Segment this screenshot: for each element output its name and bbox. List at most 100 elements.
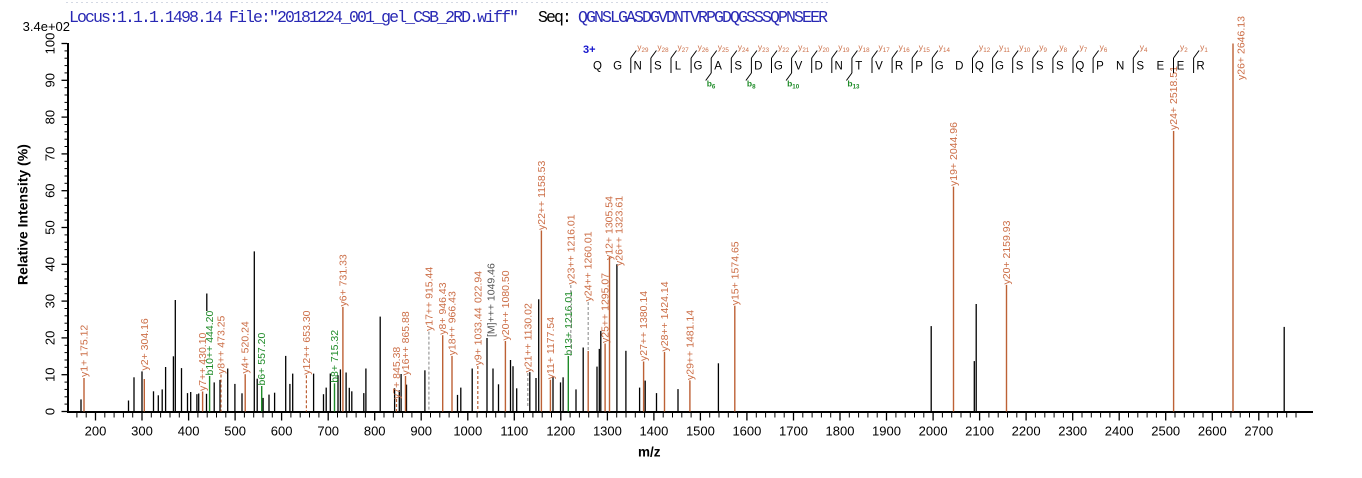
svg-text:y25: y25 — [718, 42, 730, 54]
svg-text:D: D — [955, 61, 963, 73]
svg-text:b10++ 444.20: b10++ 444.20 — [204, 311, 216, 376]
svg-text:3.4e+02: 3.4e+02 — [23, 19, 70, 34]
svg-text:y15: y15 — [919, 42, 931, 54]
svg-text:T: T — [855, 61, 862, 73]
svg-text:S: S — [1056, 61, 1064, 73]
svg-text:y11: y11 — [999, 42, 1010, 54]
svg-text:y8+ 946.43: y8+ 946.43 — [437, 282, 449, 334]
svg-text:2100: 2100 — [965, 424, 994, 439]
svg-text:y11+ 1177.54: y11+ 1177.54 — [545, 317, 557, 380]
svg-text:0: 0 — [43, 408, 58, 415]
svg-text:V: V — [795, 61, 803, 73]
svg-text:y23: y23 — [758, 42, 770, 54]
svg-text:300: 300 — [131, 424, 153, 439]
svg-text:y23++ 1216.01: y23++ 1216.01 — [565, 214, 577, 284]
svg-text:y16++ 865.88: y16++ 865.88 — [400, 311, 412, 375]
svg-text:N: N — [1116, 61, 1124, 73]
svg-text:y10: y10 — [1019, 42, 1031, 54]
svg-text:G: G — [613, 61, 622, 73]
svg-text:y22: y22 — [778, 42, 790, 54]
svg-text:700: 700 — [317, 424, 339, 439]
svg-text:y9: y9 — [1039, 42, 1047, 54]
svg-text:1000: 1000 — [453, 424, 482, 439]
svg-text:R: R — [895, 61, 903, 73]
svg-text:y17: y17 — [879, 42, 891, 54]
svg-text:A: A — [714, 61, 722, 73]
svg-text:y26+ 2646.13: y26+ 2646.13 — [1236, 16, 1248, 80]
svg-text:y29: y29 — [637, 42, 649, 54]
svg-text:m/z: m/z — [638, 445, 661, 460]
svg-text:y16: y16 — [899, 42, 911, 54]
svg-text:80: 80 — [43, 110, 58, 124]
svg-text:3+: 3+ — [583, 44, 596, 56]
svg-text:1100: 1100 — [500, 424, 528, 439]
svg-text:y1+ 175.12: y1+ 175.12 — [79, 325, 91, 377]
svg-text:2700: 2700 — [1244, 424, 1273, 439]
svg-text:L: L — [675, 61, 682, 73]
svg-text:y27: y27 — [678, 42, 690, 54]
svg-text:S: S — [1016, 61, 1024, 73]
svg-text:y18: y18 — [858, 42, 870, 54]
svg-text:b8: b8 — [747, 79, 756, 91]
svg-text:G: G — [935, 61, 944, 73]
svg-text:y14: y14 — [939, 42, 951, 54]
svg-text:2400: 2400 — [1105, 424, 1134, 439]
svg-text:S: S — [1036, 61, 1044, 73]
svg-text:y22++ 1158.53: y22++ 1158.53 — [536, 161, 548, 230]
svg-text:1900: 1900 — [872, 424, 901, 439]
svg-text:G: G — [995, 61, 1004, 73]
svg-text:022.94: 022.94 — [472, 271, 484, 303]
svg-text:G: G — [694, 61, 703, 73]
svg-text:y20+ 2159.93: y20+ 2159.93 — [1001, 220, 1013, 284]
svg-text:y7+ 845.38: y7+ 845.38 — [391, 347, 403, 399]
svg-text:y19+ 2044.96: y19+ 2044.96 — [948, 122, 960, 186]
svg-text:100: 100 — [43, 33, 58, 55]
svg-text:y12+ 1305.54: y12+ 1305.54 — [604, 196, 616, 260]
svg-text:D: D — [754, 61, 762, 73]
svg-text:E: E — [1177, 61, 1185, 73]
svg-text:1600: 1600 — [732, 424, 761, 439]
svg-text:[M]+++ 1049.46: [M]+++ 1049.46 — [486, 263, 498, 337]
svg-text:1700: 1700 — [779, 424, 808, 439]
svg-text:V: V — [875, 61, 883, 73]
svg-text:E: E — [1156, 61, 1164, 73]
svg-text:y9+ 1033.44: y9+ 1033.44 — [472, 307, 484, 365]
svg-text:b10: b10 — [787, 79, 800, 91]
svg-text:y26: y26 — [698, 42, 710, 54]
svg-text:Q: Q — [1075, 61, 1084, 73]
svg-text:y8++ 473.25: y8++ 473.25 — [216, 315, 228, 374]
svg-text:S: S — [654, 61, 662, 73]
svg-text:y28++ 1424.14: y28++ 1424.14 — [659, 281, 671, 351]
svg-text:60: 60 — [43, 183, 58, 197]
svg-text:y18++ 966.43: y18++ 966.43 — [447, 291, 459, 355]
svg-text:400: 400 — [178, 424, 200, 439]
svg-text:y26++ 1323.61: y26++ 1323.61 — [614, 196, 626, 266]
svg-text:1400: 1400 — [639, 424, 668, 439]
svg-text:2000: 2000 — [919, 424, 948, 439]
svg-text:y6+ 731.33: y6+ 731.33 — [337, 254, 349, 306]
svg-text:P: P — [915, 61, 923, 73]
svg-text:y15+ 1574.65: y15+ 1574.65 — [729, 241, 741, 305]
svg-text:y21: y21 — [798, 42, 810, 54]
svg-text:200: 200 — [85, 424, 107, 439]
svg-text:b6: b6 — [707, 79, 716, 91]
svg-text:y17++ 915.44: y17++ 915.44 — [423, 267, 435, 331]
svg-text:y12: y12 — [979, 42, 991, 54]
svg-text:y1: y1 — [1200, 42, 1208, 54]
svg-text:y20++ 1080.50: y20++ 1080.50 — [500, 270, 512, 340]
svg-text:P: P — [1096, 61, 1104, 73]
svg-text:Seq: QGNSLGASDGVDNTVRPGDQGSSSQ: Seq: QGNSLGASDGVDNTVRPGDQGSSSQPNSEER — [538, 8, 828, 27]
svg-text:y2+ 304.16: y2+ 304.16 — [139, 318, 151, 370]
svg-text:b13: b13 — [847, 79, 860, 91]
svg-text:y7++ 430.10: y7++ 430.10 — [197, 332, 209, 391]
svg-text:2600: 2600 — [1198, 424, 1227, 439]
svg-text:1300: 1300 — [593, 424, 622, 439]
svg-text:y4+ 520.24: y4+ 520.24 — [240, 321, 252, 373]
svg-text:y8: y8 — [1059, 42, 1067, 54]
svg-text:1800: 1800 — [826, 424, 855, 439]
svg-text:b13+ 1216.01: b13+ 1216.01 — [563, 291, 575, 356]
svg-text:N: N — [634, 61, 642, 73]
svg-text:50: 50 — [43, 220, 58, 234]
svg-text:1200: 1200 — [546, 424, 575, 439]
svg-text:40: 40 — [43, 257, 58, 271]
